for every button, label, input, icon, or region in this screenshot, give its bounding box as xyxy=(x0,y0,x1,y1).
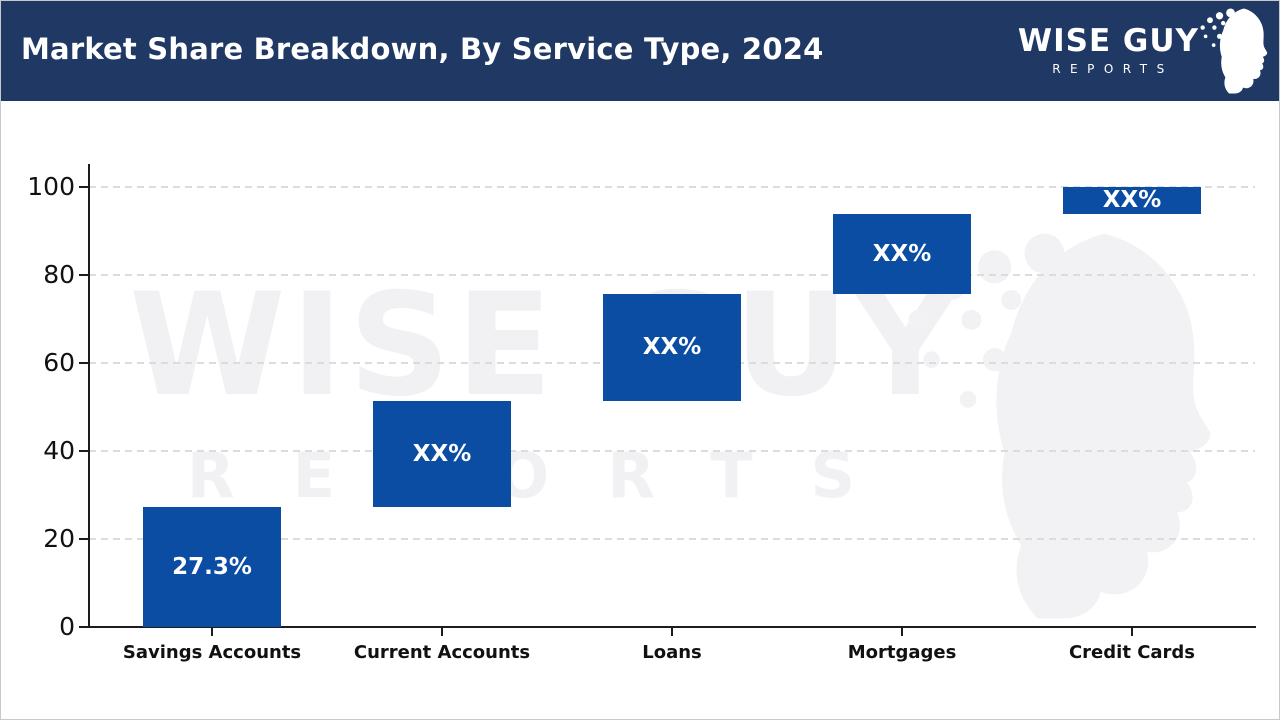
logo-text-reports: REPORTS xyxy=(1052,62,1174,76)
x-category-label: Credit Cards xyxy=(1068,642,1196,663)
x-axis-tick xyxy=(901,628,903,636)
bar-value-label: XX% xyxy=(412,440,472,467)
x-category-label: Loans xyxy=(642,642,702,663)
x-axis-tick xyxy=(671,628,673,636)
bar-value-label: XX% xyxy=(1102,187,1162,214)
y-axis-tick xyxy=(79,186,88,188)
bar-value-label: XX% xyxy=(642,334,702,361)
bar-value-label: 27.3% xyxy=(172,553,252,580)
y-axis-tick xyxy=(79,362,88,364)
gridline-40 xyxy=(89,450,1255,452)
y-axis-tick xyxy=(79,538,88,540)
gridline-80 xyxy=(89,274,1255,276)
gridline-100 xyxy=(89,186,1255,188)
page-title: Market Share Breakdown, By Service Type,… xyxy=(21,32,824,66)
y-tick-label: 20 xyxy=(43,524,75,553)
logo-text-wise-guy: WISE GUY xyxy=(1017,23,1199,59)
y-tick-label: 100 xyxy=(27,172,75,201)
x-category-label: Savings Accounts xyxy=(122,642,302,663)
y-axis-tick xyxy=(79,626,88,628)
bar-current-accounts: XX% xyxy=(373,400,511,507)
x-category-label: Current Accounts xyxy=(353,642,531,663)
wiseguy-logo: WISE GUY REPORTS xyxy=(1018,7,1269,95)
y-axis-tick xyxy=(79,274,88,276)
bar-mortgages: XX% xyxy=(833,213,971,294)
watermark-wise-guy: WISE GUY xyxy=(129,263,962,428)
y-axis-line xyxy=(88,164,90,628)
report-header: Market Share Breakdown, By Service Type,… xyxy=(1,1,1279,101)
x-category-label: Mortgages xyxy=(847,642,957,663)
bar-value-label: XX% xyxy=(872,240,932,267)
x-axis-line xyxy=(87,626,1256,628)
bar-loans: XX% xyxy=(603,293,741,401)
wiseguy-head-icon xyxy=(1195,7,1269,95)
x-axis-tick xyxy=(1131,628,1133,636)
x-axis-tick xyxy=(441,628,443,636)
y-tick-label: 60 xyxy=(43,348,75,377)
bar-savings-accounts: 27.3% xyxy=(143,506,281,627)
y-tick-label: 40 xyxy=(43,436,75,465)
gridline-20 xyxy=(89,538,1255,540)
y-tick-label: 0 xyxy=(59,612,75,641)
logo-wordmark: WISE GUY REPORTS xyxy=(1017,23,1199,77)
x-axis-tick xyxy=(211,628,213,636)
y-axis-tick xyxy=(79,450,88,452)
y-tick-label: 80 xyxy=(43,260,75,289)
bar-credit-cards: XX% xyxy=(1063,187,1201,214)
